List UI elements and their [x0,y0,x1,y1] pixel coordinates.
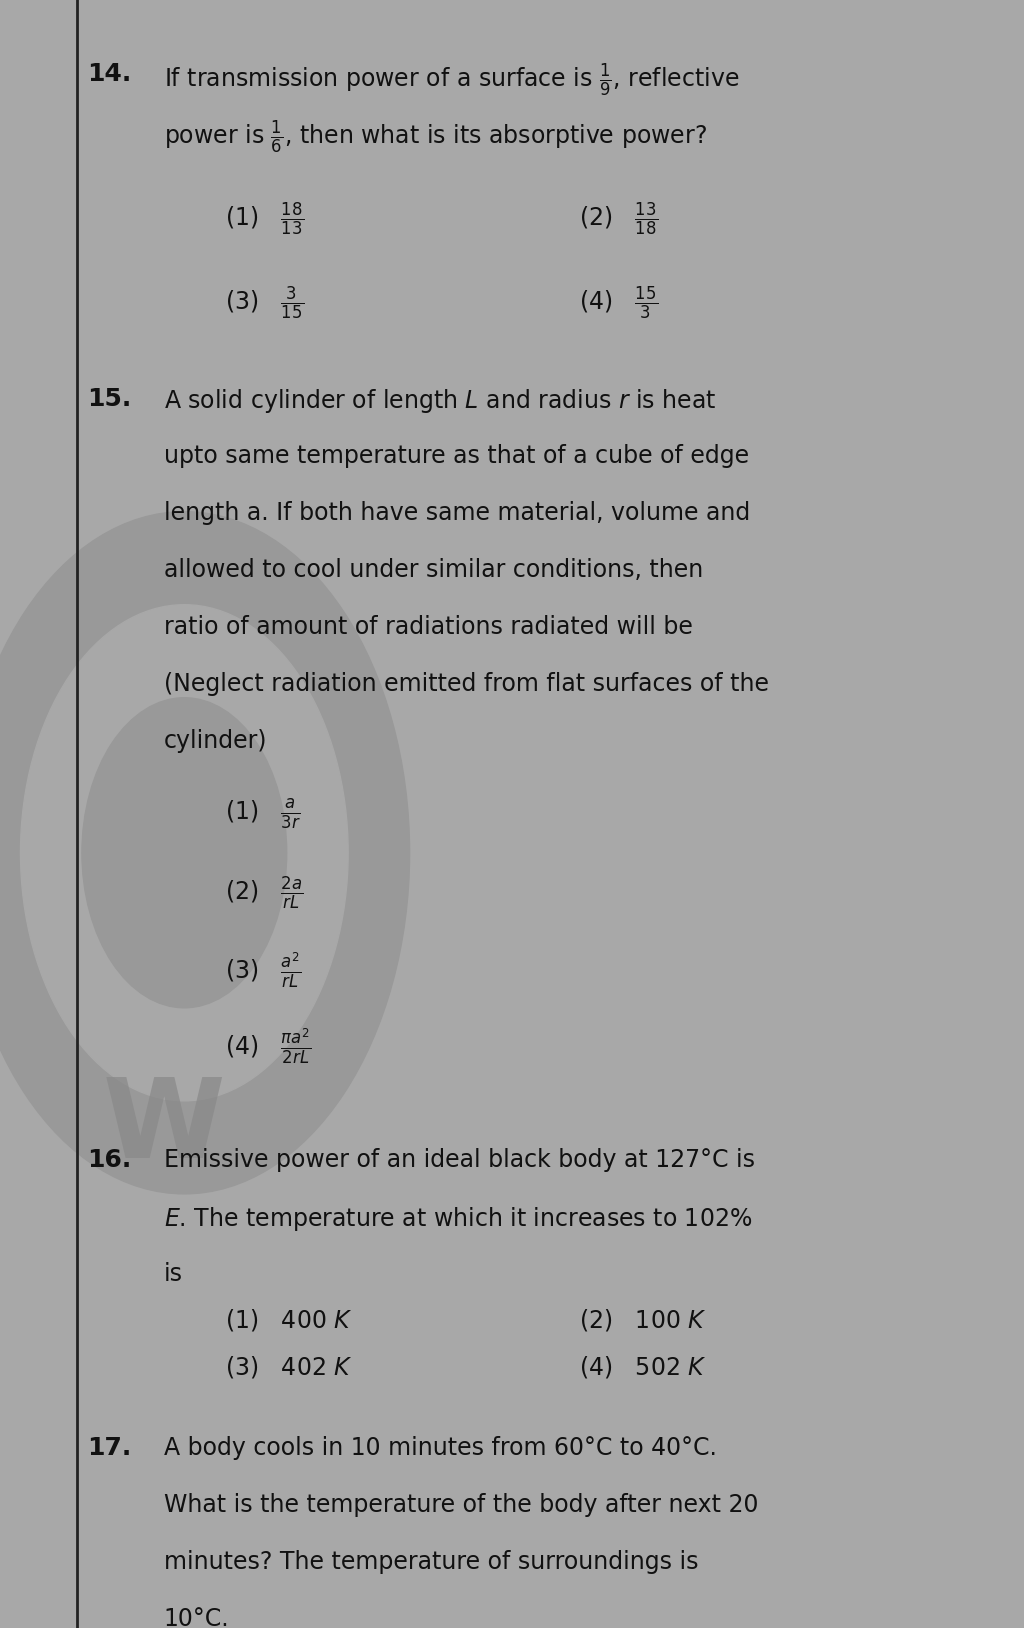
Text: ratio of amount of radiations radiated will be: ratio of amount of radiations radiated w… [164,615,692,640]
Text: (4)   502 $K$: (4) 502 $K$ [579,1354,707,1381]
Circle shape [20,604,348,1101]
Text: $E$. The temperature at which it increases to 102%: $E$. The temperature at which it increas… [164,1205,752,1232]
Text: 16.: 16. [87,1148,131,1172]
Text: is: is [164,1262,183,1286]
Text: 14.: 14. [87,62,131,86]
Text: A solid cylinder of length $L$ and radius $r$ is heat: A solid cylinder of length $L$ and radiu… [164,387,717,415]
Text: 10°C.: 10°C. [164,1607,229,1628]
Text: If transmission power of a surface is $\frac{1}{9}$, reflective: If transmission power of a surface is $\… [164,62,739,99]
Text: power is $\frac{1}{6}$, then what is its absorptive power?: power is $\frac{1}{6}$, then what is its… [164,119,707,156]
Text: (1)   $\frac{18}{13}$: (1) $\frac{18}{13}$ [225,200,304,238]
Text: (4)   $\frac{\pi a^2}{2rL}$: (4) $\frac{\pi a^2}{2rL}$ [225,1027,312,1068]
Text: (4)   $\frac{15}{3}$: (4) $\frac{15}{3}$ [579,285,657,322]
Text: (2)   $\frac{2a}{rL}$: (2) $\frac{2a}{rL}$ [225,874,304,912]
Text: (3)   402 $K$: (3) 402 $K$ [225,1354,353,1381]
Text: Emissive power of an ideal black body at 127°C is: Emissive power of an ideal black body at… [164,1148,755,1172]
Text: (Neglect radiation emitted from flat surfaces of the: (Neglect radiation emitted from flat sur… [164,672,769,697]
Text: A body cools in 10 minutes from 60°C to 40°C.: A body cools in 10 minutes from 60°C to … [164,1436,717,1460]
Text: (2)   100 $K$: (2) 100 $K$ [579,1307,707,1333]
Text: (3)   $\frac{a^2}{rL}$: (3) $\frac{a^2}{rL}$ [225,951,302,991]
Text: 17.: 17. [87,1436,131,1460]
Text: (1)   $\frac{a}{3r}$: (1) $\frac{a}{3r}$ [225,798,301,832]
Text: allowed to cool under similar conditions, then: allowed to cool under similar conditions… [164,558,703,583]
Text: length a. If both have same material, volume and: length a. If both have same material, vo… [164,501,751,526]
Text: cylinder): cylinder) [164,729,267,754]
Text: (2)   $\frac{13}{18}$: (2) $\frac{13}{18}$ [579,200,657,238]
Text: upto same temperature as that of a cube of edge: upto same temperature as that of a cube … [164,444,749,469]
Text: 15.: 15. [87,387,131,412]
Text: W: W [102,1074,225,1182]
Text: minutes? The temperature of surroundings is: minutes? The temperature of surroundings… [164,1550,698,1574]
Text: What is the temperature of the body after next 20: What is the temperature of the body afte… [164,1493,759,1517]
Circle shape [82,698,287,1008]
Circle shape [0,511,410,1193]
Text: (3)   $\frac{3}{15}$: (3) $\frac{3}{15}$ [225,285,304,322]
Text: (1)   400 $K$: (1) 400 $K$ [225,1307,353,1333]
